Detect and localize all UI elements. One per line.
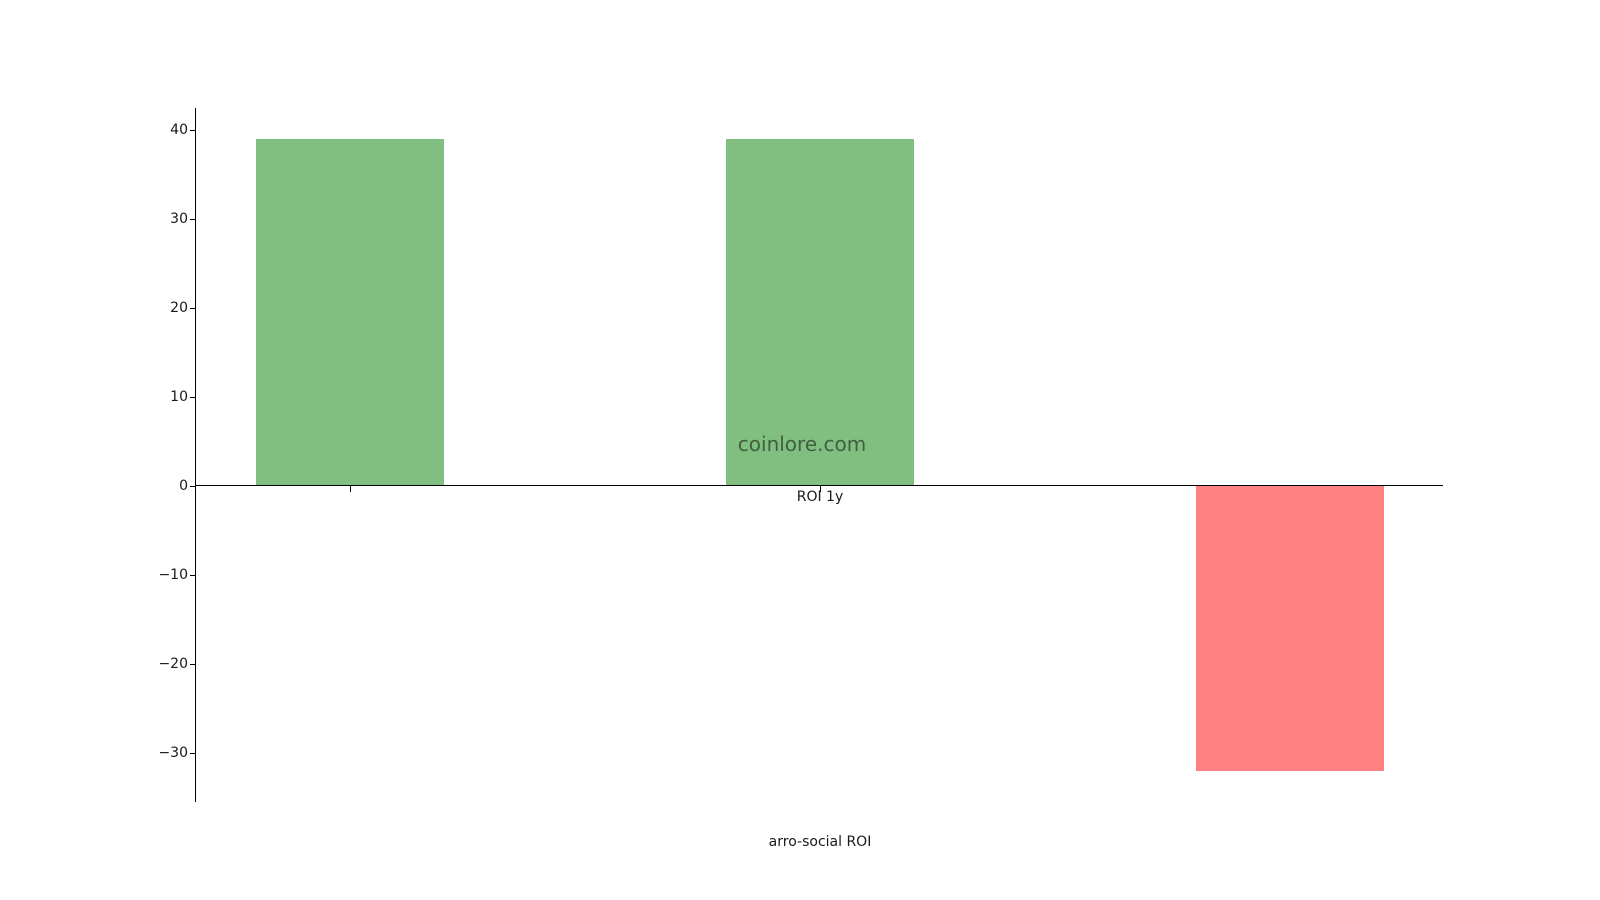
y-tick-label: 10	[170, 389, 188, 405]
bar	[726, 138, 914, 486]
y-tick	[190, 575, 195, 576]
y-tick-label: −30	[158, 745, 188, 761]
x-tick-label: ROI 1y	[796, 489, 844, 505]
y-tick-label: −10	[158, 567, 188, 583]
y-tick	[190, 308, 195, 309]
y-tick	[190, 664, 195, 665]
y-tick	[190, 219, 195, 220]
watermark: coinlore.com	[737, 432, 867, 456]
y-tick	[190, 130, 195, 131]
x-axis-title: arro-social ROI	[768, 834, 872, 850]
y-tick	[190, 486, 195, 487]
y-tick	[190, 397, 195, 398]
bar	[1196, 486, 1384, 771]
axis-x-line	[196, 485, 1443, 486]
axis-y-spine	[195, 107, 196, 802]
y-tick-label: 20	[170, 300, 188, 316]
y-tick-label: 30	[170, 211, 188, 227]
y-tick	[190, 753, 195, 754]
y-tick-label: 40	[170, 122, 188, 138]
y-tick-label: 0	[179, 478, 188, 494]
x-tick	[350, 486, 351, 492]
y-tick-label: −20	[158, 656, 188, 672]
x-tick	[820, 486, 821, 492]
bar	[256, 138, 444, 486]
